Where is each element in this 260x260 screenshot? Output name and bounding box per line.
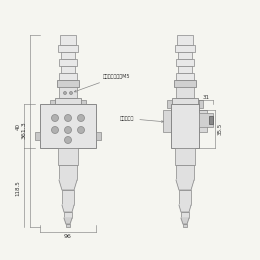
Bar <box>179 190 191 205</box>
Circle shape <box>51 114 58 121</box>
Bar <box>81 100 86 108</box>
Bar <box>57 80 79 87</box>
Bar <box>60 35 76 45</box>
Bar <box>50 100 55 108</box>
Bar <box>163 110 171 132</box>
Circle shape <box>51 127 58 133</box>
Circle shape <box>64 114 72 121</box>
Bar <box>178 66 192 73</box>
Polygon shape <box>59 180 77 190</box>
Polygon shape <box>176 180 194 190</box>
Text: 96: 96 <box>64 235 72 239</box>
Circle shape <box>77 114 84 121</box>
Circle shape <box>77 127 84 133</box>
Bar <box>40 104 96 148</box>
Text: 40: 40 <box>16 122 21 129</box>
Bar <box>66 224 70 227</box>
Polygon shape <box>62 205 74 212</box>
Circle shape <box>69 92 73 94</box>
Circle shape <box>64 127 72 133</box>
Bar <box>58 45 78 52</box>
Text: 118.5: 118.5 <box>16 180 21 196</box>
Bar <box>167 100 172 108</box>
Bar <box>59 73 77 80</box>
Circle shape <box>64 136 72 144</box>
Text: 31: 31 <box>203 94 210 100</box>
Bar <box>198 100 203 108</box>
Bar <box>176 165 194 180</box>
Bar <box>35 132 40 140</box>
Bar <box>59 165 77 180</box>
Bar <box>183 224 187 227</box>
Bar <box>61 66 75 73</box>
Text: 35.5: 35.5 <box>218 123 223 135</box>
Bar <box>62 190 74 205</box>
Bar <box>199 110 207 132</box>
Bar <box>58 148 78 165</box>
Bar <box>174 80 196 87</box>
Bar <box>209 116 213 124</box>
Bar <box>177 35 193 45</box>
Bar <box>172 98 198 110</box>
Polygon shape <box>64 218 72 224</box>
Bar <box>61 52 75 59</box>
Bar <box>59 59 77 66</box>
Bar <box>199 113 213 127</box>
Bar <box>178 52 192 59</box>
Circle shape <box>63 92 67 94</box>
Bar <box>96 132 101 140</box>
Bar <box>176 59 194 66</box>
Bar <box>176 87 194 98</box>
Text: 361.3: 361.3 <box>22 121 27 139</box>
Bar <box>175 45 195 52</box>
Polygon shape <box>181 218 189 224</box>
Bar <box>59 87 77 98</box>
Polygon shape <box>179 205 191 212</box>
Bar <box>171 104 199 148</box>
Text: 竖直水冷安装孔M5: 竖直水冷安装孔M5 <box>74 74 131 92</box>
Bar <box>176 73 194 80</box>
Bar <box>181 212 189 218</box>
Bar <box>64 212 72 218</box>
Bar <box>55 98 81 110</box>
Bar <box>175 148 195 165</box>
Text: 聚焦水冷块: 聚焦水冷块 <box>120 116 164 122</box>
